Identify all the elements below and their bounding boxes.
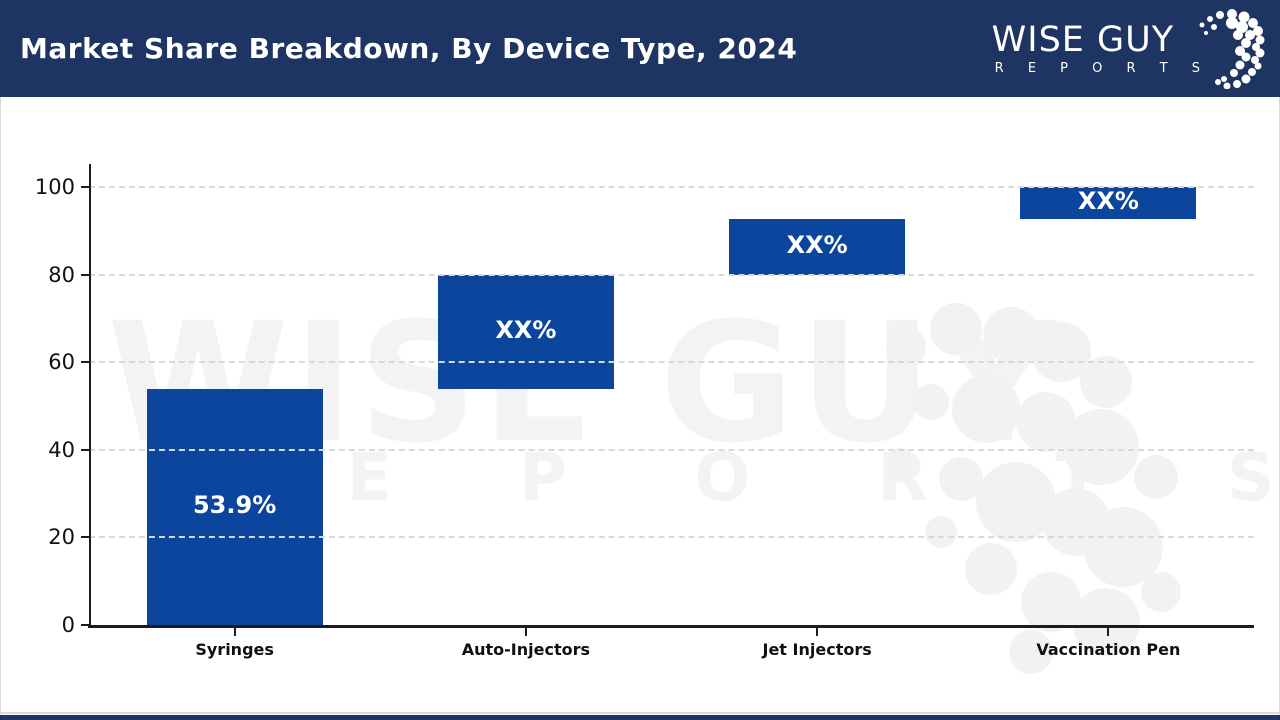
wiseguy-logo: WISE GUY R E P O R T S (992, 8, 1266, 90)
x-category-label: Jet Injectors (762, 640, 872, 659)
y-tick-label: 100 (34, 175, 75, 199)
bar (1020, 187, 1197, 219)
header: Market Share Breakdown, By Device Type, … (0, 0, 1280, 97)
y-tick-label: 40 (48, 437, 75, 462)
wiseguy-face-icon (1199, 9, 1265, 89)
x-tick-mark (816, 628, 819, 636)
logo-subtitle: R E P O R T S (994, 61, 1210, 76)
x-axis-line (88, 625, 1254, 628)
y-tick-mark (81, 273, 89, 276)
y-tick-label: 20 (48, 525, 75, 550)
x-tick-mark (524, 628, 527, 636)
bar (146, 388, 323, 625)
footer-bar (0, 715, 1280, 720)
x-category-label: Syringes (195, 640, 274, 659)
chart-area: WISE GUY R E P O R T S 0 20 40 60 80 100 53.9%… (0, 97, 1280, 720)
logo-wordmark: WISE GUY (991, 20, 1175, 60)
y-tick-label: 0 (61, 613, 75, 637)
x-category-label: Vaccination Pen (1036, 640, 1181, 659)
bar-value-label: XX% (1077, 186, 1139, 215)
y-axis-line (89, 164, 91, 627)
bar-value-label: XX% (786, 231, 848, 259)
y-tick-mark (81, 361, 89, 364)
x-tick-mark (233, 628, 236, 636)
bar-value-label: 53.9% (192, 490, 277, 519)
gridline (89, 273, 1254, 276)
gridline (89, 361, 1254, 364)
bar (437, 275, 614, 389)
x-tick-mark (1107, 628, 1110, 636)
watermark-face-icon (886, 303, 1181, 674)
bar-value-label: XX% (495, 315, 557, 344)
y-tick-mark (81, 536, 89, 539)
gridline (89, 186, 1254, 188)
card-bottom-border (0, 712, 1280, 714)
bar (729, 218, 906, 276)
gridline (89, 536, 1254, 539)
page-title: Market Share Breakdown, By Device Type, … (20, 32, 798, 65)
gridline (89, 448, 1254, 451)
x-category-label: Auto-Injectors (461, 640, 591, 659)
y-tick-label: 80 (48, 262, 75, 287)
wiseguy-logo-text: WISE GUY R E P O R T S (992, 21, 1210, 77)
y-tick-mark (81, 448, 89, 451)
y-tick-mark (81, 624, 89, 626)
y-tick-label: 60 (48, 350, 75, 375)
y-tick-mark (81, 186, 89, 188)
